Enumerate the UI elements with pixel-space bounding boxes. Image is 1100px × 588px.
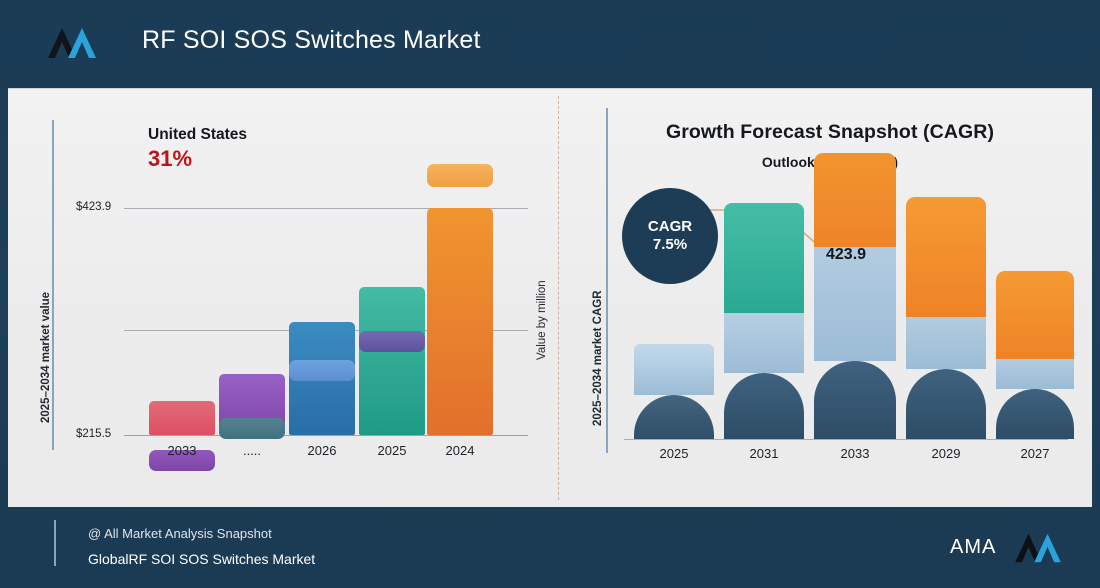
left-chart-bar-2033 [149,401,215,435]
right-chart-seg-base-2027 [996,389,1074,439]
right-chart-seg-middle-2029 [906,317,986,369]
left-chart-chip-2026 [289,360,355,381]
right-chart-seg-middle-2027 [996,359,1074,389]
right-chart-seg-middle-2031 [724,313,804,373]
left-chart-baseline [124,435,528,436]
right-chart-xtick-2027: 2027 [1020,446,1050,461]
footer-source-line: @ All Market Analysis Snapshot [88,526,272,541]
panel-divider [558,96,559,500]
right-chart-panel: 2025–2034 market CAGR Growth Forecast Sn… [568,88,1092,506]
right-chart-seg-top-2033 [814,153,896,247]
right-chart-y-axis [606,108,608,453]
left-chart-percent-value: 31% [148,146,193,171]
right-chart-seg-base-2033 [814,361,896,439]
cagr-bubble-label: CAGR [647,218,693,236]
right-chart-bar-2031 [724,203,804,439]
right-chart-seg-top-2031 [724,203,804,313]
left-chart-y-axis [52,120,54,450]
right-chart-bar-2029 [906,197,986,439]
left-chart-xtick-2025: 2025 [377,443,407,458]
right-chart-bar-2027 [996,271,1074,439]
left-chart-bar-2025 [359,287,425,435]
left-chart-gridline-upper [124,208,528,209]
left-chart-country-label: United States [148,126,248,143]
left-chart-ytick-lower: $215.5 [76,428,112,440]
footer-report-line: GlobalRF SOI SOS Switches Market [88,551,316,567]
right-chart-xtick-2029: 2029 [931,446,961,461]
page-title: RF SOI SOS Switches Market [142,26,481,54]
footer-bar [0,506,1100,588]
footer-brand-text: AMA [950,536,997,558]
left-chart-xtick-dots: ..... [242,443,262,458]
left-chart-chip-2033 [149,450,215,471]
left-chart-xtick-2024: 2024 [445,443,475,458]
right-chart-bar-2033 [814,153,896,439]
right-chart-bar-2025 [634,344,714,439]
left-chart-panel: 2025–2034 market value Value by million … [8,88,558,506]
right-chart-y-axis-label: 2025–2034 market CAGR [592,290,604,426]
left-chart-xtick-2033: 2033 [167,443,197,458]
left-chart-chip-2025 [359,331,425,352]
right-chart-seg-base-2031 [724,373,804,439]
right-chart-seg-middle-2025 [634,344,714,395]
left-chart-secondary-axis-label: Value by million [536,280,548,360]
right-chart-title: Growth Forecast Snapshot (CAGR) [665,121,995,143]
right-chart-xtick-2031: 2031 [749,446,779,461]
ama-mountain-logo-icon [44,22,100,62]
left-chart-ytick-upper: $423.9 [76,201,112,213]
right-chart-baseline [624,439,1068,440]
cagr-bubble: CAGR 7.5% [622,188,718,284]
right-chart-seg-base-2029 [906,369,986,439]
left-chart-xtick-2026: 2026 [307,443,337,458]
right-chart-xtick-2033: 2033 [840,446,870,461]
header-bar: RF SOI SOS Switches Market [0,0,1100,84]
right-chart-seg-top-2027 [996,271,1074,359]
right-chart-seg-base-2025 [634,395,714,439]
left-chart-chip-dots [219,418,285,439]
left-chart-chip-2024 [427,164,493,187]
left-chart-y-axis-label: 2025–2034 market value [40,291,52,423]
left-chart-bar-2024 [427,208,493,435]
right-chart-seg-top-2029 [906,197,986,317]
right-chart-seg-middle-2033 [814,247,896,361]
footer-accent-rule [54,520,56,566]
right-chart-value-label-2033: 423.9 [826,246,867,263]
right-chart-xtick-2025: 2025 [659,446,689,461]
cagr-bubble-value: 7.5% [652,236,688,253]
ama-mountain-logo-icon [1010,528,1066,566]
